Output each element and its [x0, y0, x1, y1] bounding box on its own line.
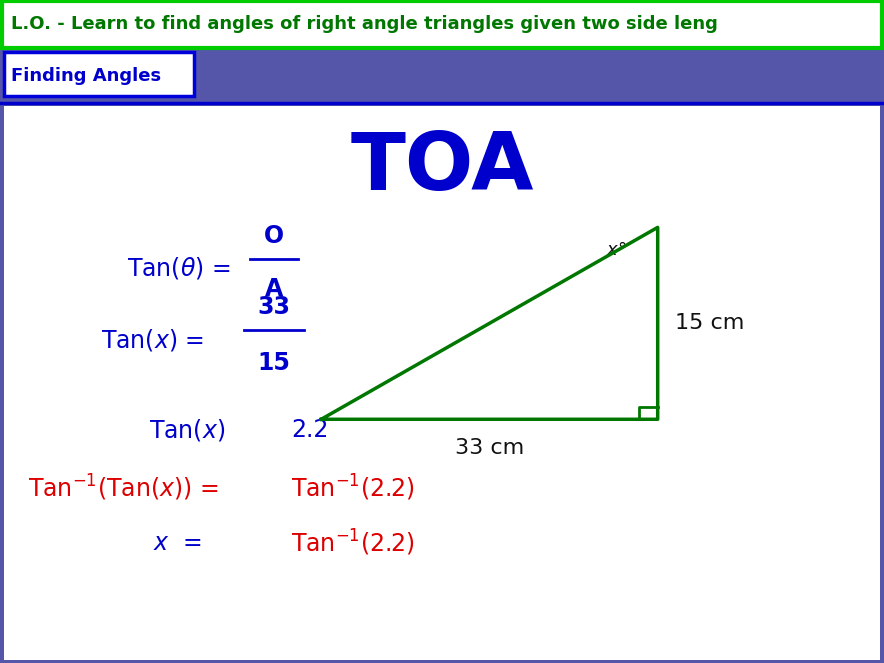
- Text: 15 cm: 15 cm: [675, 314, 744, 333]
- Text: 15: 15: [257, 351, 290, 375]
- Text: TOA: TOA: [350, 129, 534, 207]
- Text: 33 cm: 33 cm: [455, 438, 524, 459]
- Text: Finding Angles: Finding Angles: [11, 66, 161, 85]
- FancyBboxPatch shape: [4, 106, 880, 660]
- Text: 2.2: 2.2: [291, 418, 328, 442]
- Text: $x$°: $x$°: [606, 241, 627, 259]
- FancyBboxPatch shape: [2, 1, 882, 48]
- Text: 33: 33: [257, 296, 290, 320]
- Text: Tan$^{-1}$(2.2): Tan$^{-1}$(2.2): [291, 473, 415, 503]
- Text: $x$  =: $x$ =: [153, 530, 202, 555]
- Text: L.O. - Learn to find angles of right angle triangles given two side leng: L.O. - Learn to find angles of right ang…: [11, 15, 718, 33]
- Text: Tan$^{-1}$(2.2): Tan$^{-1}$(2.2): [291, 528, 415, 558]
- Text: Tan($x$) =: Tan($x$) =: [101, 327, 204, 353]
- Text: O: O: [263, 224, 284, 248]
- FancyBboxPatch shape: [4, 52, 194, 96]
- Text: Tan$^{-1}$(Tan($x$)) =: Tan$^{-1}$(Tan($x$)) =: [28, 473, 218, 503]
- Text: A: A: [264, 276, 283, 301]
- Text: Tan($x$): Tan($x$): [149, 417, 225, 444]
- Text: Tan($\theta$) =: Tan($\theta$) =: [127, 255, 231, 282]
